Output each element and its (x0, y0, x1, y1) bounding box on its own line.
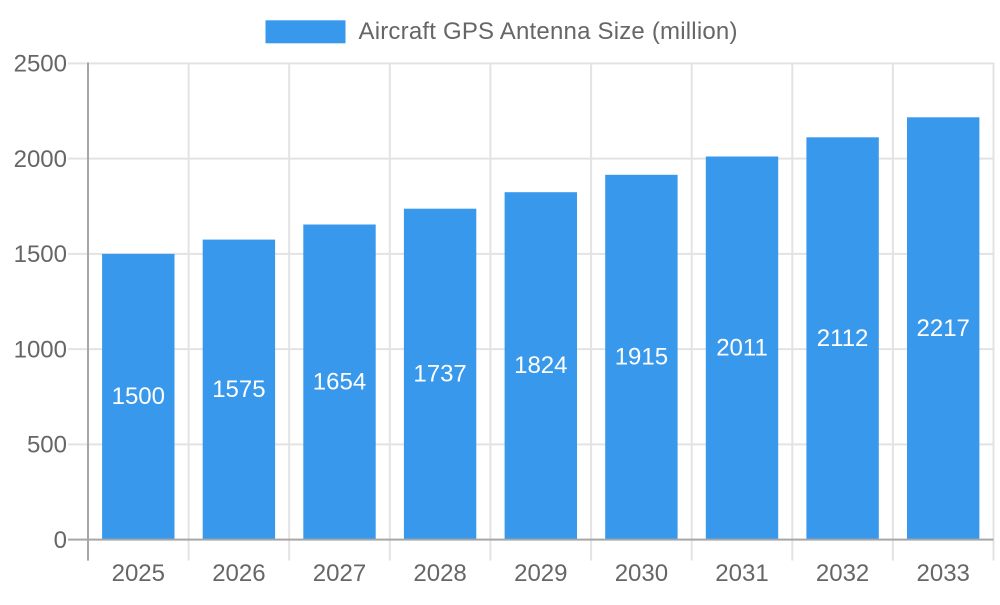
svg-text:1824: 1824 (514, 352, 567, 379)
svg-text:2029: 2029 (514, 560, 567, 587)
svg-text:2030: 2030 (615, 560, 668, 587)
svg-text:500: 500 (27, 432, 67, 459)
svg-text:2112: 2112 (817, 325, 869, 352)
svg-text:Aircraft GPS Antenna Size (mil: Aircraft GPS Antenna Size (million) (359, 18, 738, 45)
svg-text:2500: 2500 (14, 51, 67, 78)
svg-text:2000: 2000 (14, 146, 67, 173)
svg-text:1575: 1575 (212, 376, 265, 403)
svg-text:2028: 2028 (413, 560, 466, 587)
svg-text:1500: 1500 (112, 383, 165, 410)
svg-text:2011: 2011 (716, 334, 768, 361)
svg-text:1737: 1737 (413, 361, 466, 388)
svg-text:1000: 1000 (14, 336, 67, 363)
svg-text:2027: 2027 (313, 560, 366, 587)
svg-text:2031: 2031 (715, 560, 768, 587)
svg-text:2025: 2025 (112, 560, 165, 587)
svg-text:1654: 1654 (313, 368, 366, 395)
svg-text:1500: 1500 (14, 241, 67, 268)
svg-text:2033: 2033 (917, 560, 970, 587)
svg-text:2217: 2217 (917, 315, 970, 342)
svg-text:2032: 2032 (816, 560, 869, 587)
svg-text:2026: 2026 (212, 560, 265, 587)
svg-text:0: 0 (54, 527, 67, 554)
svg-text:1915: 1915 (615, 344, 668, 371)
